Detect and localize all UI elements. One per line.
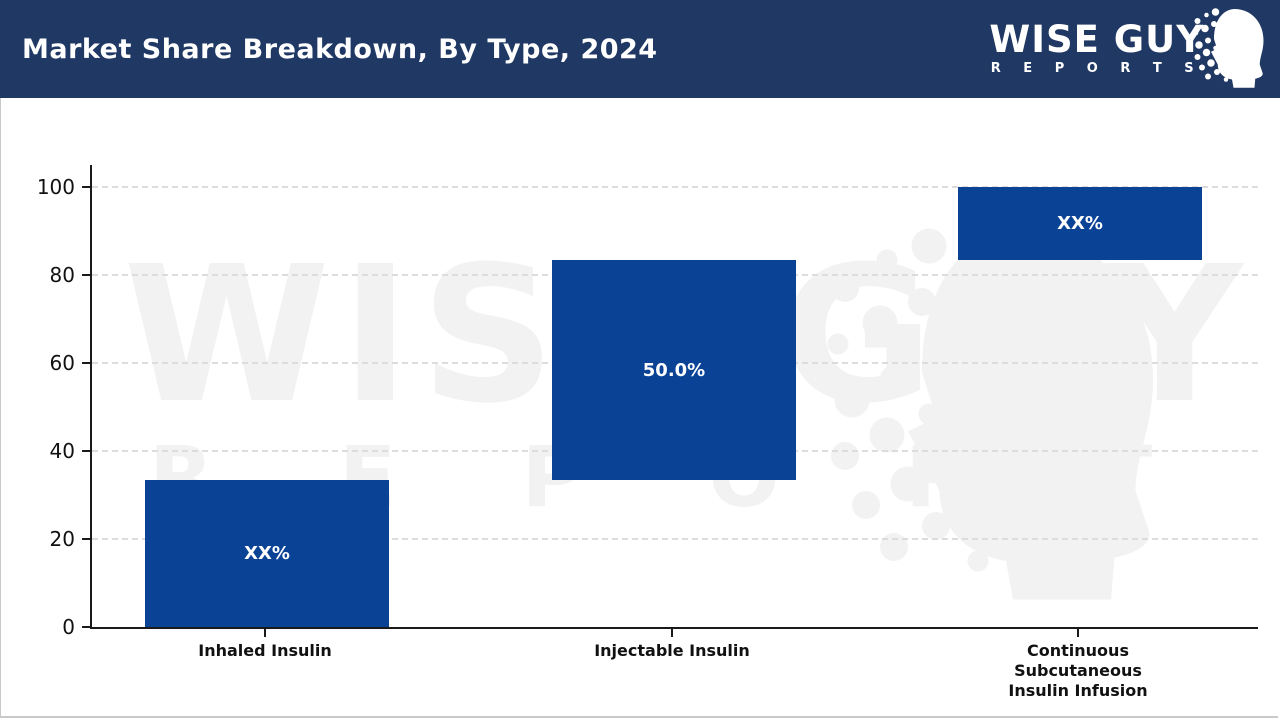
y-axis-tick-label: 100 (36, 175, 75, 199)
brand-subtitle: R E P O R T S (990, 60, 1203, 76)
y-axis: 0 20 40 60 80 100 (1, 165, 90, 639)
bar-segment-3: XX% (958, 187, 1202, 261)
y-axis-tick (82, 186, 90, 188)
y-axis-tick-label: 20 (49, 527, 75, 551)
x-axis-category-label: Injectable Insulin (594, 641, 750, 660)
brand-logo: WISE GUY R E P O R T S (989, 6, 1268, 90)
x-axis-category-label: Continuous Subcutaneous Insulin Infusion (1008, 641, 1148, 700)
y-axis-tick (82, 626, 90, 628)
bar-segment-1: XX% (145, 480, 389, 627)
bar-segment-2: 50.0% (552, 260, 796, 481)
y-axis-tick (82, 538, 90, 540)
bar-value-label: XX% (244, 543, 290, 565)
brand-name: WISE GUY (989, 17, 1204, 61)
page-title: Market Share Breakdown, By Type, 2024 (22, 33, 658, 65)
y-axis-tick (82, 274, 90, 276)
x-axis-tick (671, 629, 673, 637)
plot-area: XX% 50.0% XX% (90, 165, 1258, 629)
header-banner: Market Share Breakdown, By Type, 2024 WI… (0, 0, 1280, 98)
y-axis-tick-label: 60 (49, 351, 75, 375)
gridline-100 (92, 186, 1258, 188)
x-axis-tick (1077, 629, 1079, 637)
bar-value-label: 50.0% (642, 359, 706, 381)
bar-value-label: XX% (1057, 213, 1103, 235)
y-axis-tick (82, 362, 90, 364)
y-axis-tick-label: 80 (49, 263, 75, 287)
x-axis-tick (264, 629, 266, 637)
y-axis-tick-label: 40 (49, 439, 75, 463)
y-axis-tick (82, 450, 90, 452)
y-axis-tick-label: 0 (62, 615, 75, 639)
x-axis-category-label: Inhaled Insulin (198, 641, 332, 660)
gridline-20 (92, 538, 1258, 540)
brand-logo-text: WISE GUY R E P O R T S (989, 17, 1204, 76)
